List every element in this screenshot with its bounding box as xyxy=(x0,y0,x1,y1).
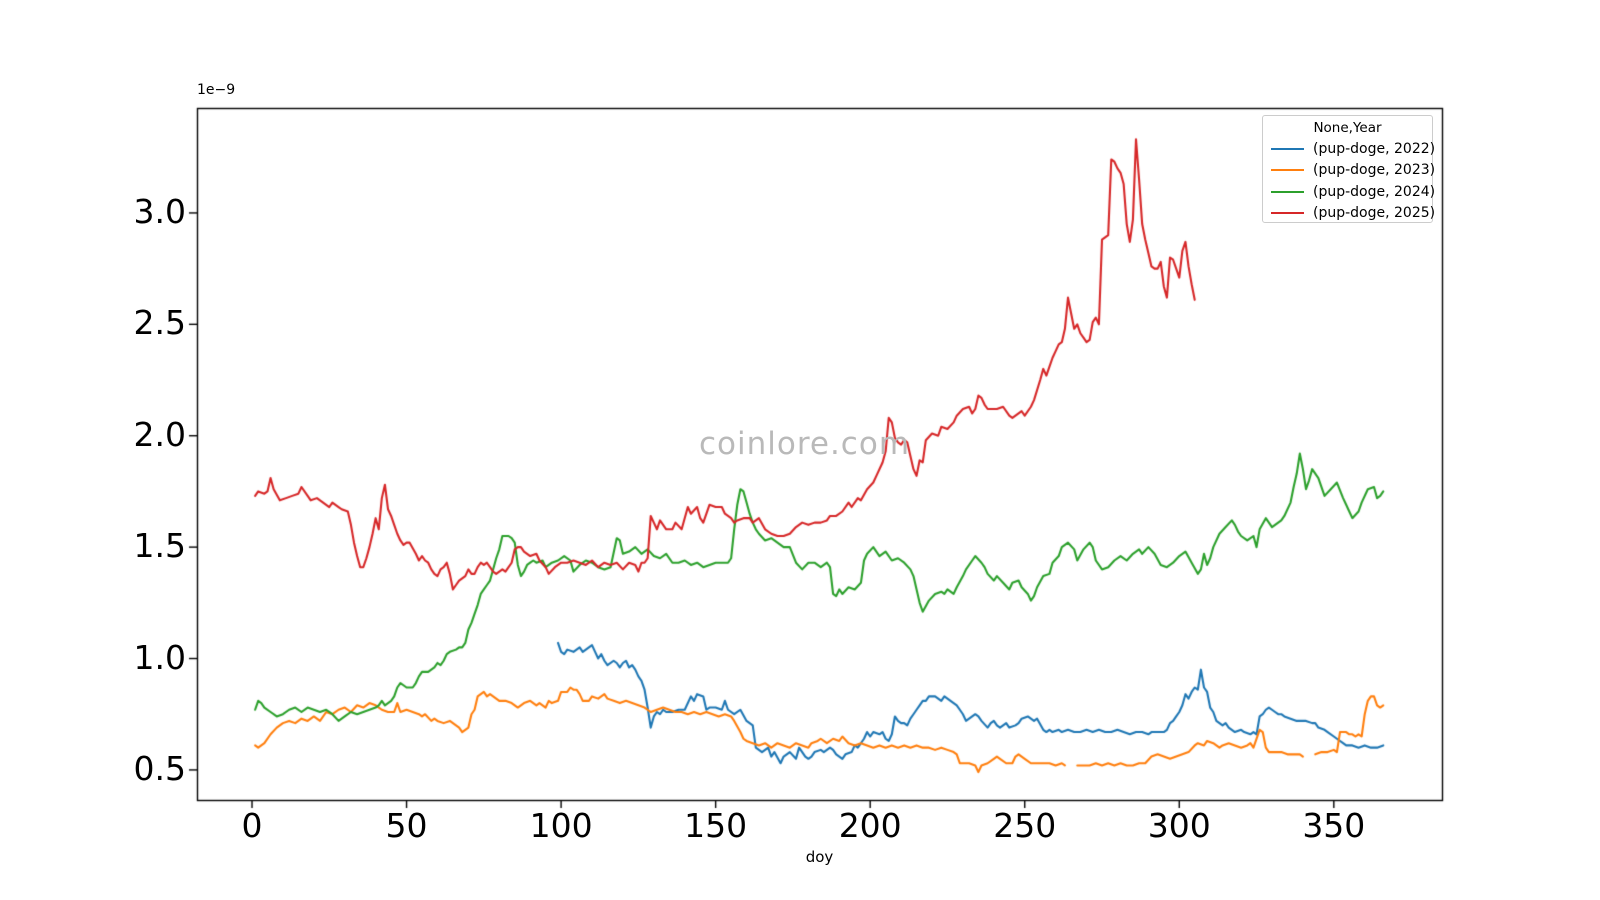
x-tick-label: 150 xyxy=(684,806,748,845)
x-tick-label: 50 xyxy=(385,806,428,845)
legend-entry: (pup-doge, 2025) xyxy=(1269,203,1435,225)
y-tick-label: 1.5 xyxy=(133,526,186,566)
y-tick-label: 3.0 xyxy=(133,191,186,231)
legend-entry-label: (pup-doge, 2023) xyxy=(1313,162,1436,179)
x-tick-label: 300 xyxy=(1147,806,1211,845)
legend-line-swatch xyxy=(1271,169,1304,172)
legend-entry-label: (pup-doge, 2024) xyxy=(1313,183,1436,200)
x-axis-label: doy xyxy=(805,848,834,866)
watermark-text: coinlore.com xyxy=(698,426,911,462)
legend-entry: (pup-doge, 2024) xyxy=(1269,181,1435,203)
legend-entry-label: (pup-doge, 2022) xyxy=(1313,140,1436,157)
legend-entry: (pup-doge, 2023) xyxy=(1269,160,1435,182)
x-tick-label: 100 xyxy=(529,806,593,845)
y-tick-label: 1.0 xyxy=(133,637,186,677)
x-tick-label: 250 xyxy=(993,806,1057,845)
legend-entry-label: (pup-doge, 2025) xyxy=(1313,205,1436,222)
legend-entry: (pup-doge, 2022) xyxy=(1269,138,1435,160)
x-tick-label: 0 xyxy=(241,806,263,845)
legend-entries: (pup-doge, 2022) (pup-doge, 2023) (pup-dog… xyxy=(1269,138,1435,225)
y-tick-label: 0.5 xyxy=(133,748,186,788)
legend-line-swatch xyxy=(1271,147,1304,150)
x-tick-label: 350 xyxy=(1302,806,1366,845)
y-tick-label: 2.5 xyxy=(133,303,186,343)
x-tick-label: 200 xyxy=(838,806,902,845)
y-tick-label: 2.0 xyxy=(133,414,186,454)
legend-line-swatch xyxy=(1271,212,1304,215)
y-axis-offset-label: 1e−9 xyxy=(197,82,236,98)
legend-box: None,Year (pup-doge, 2022) (pup-doge, 202… xyxy=(1262,115,1435,225)
legend-title: None,Year xyxy=(1313,120,1382,136)
legend-line-swatch xyxy=(1271,190,1304,193)
